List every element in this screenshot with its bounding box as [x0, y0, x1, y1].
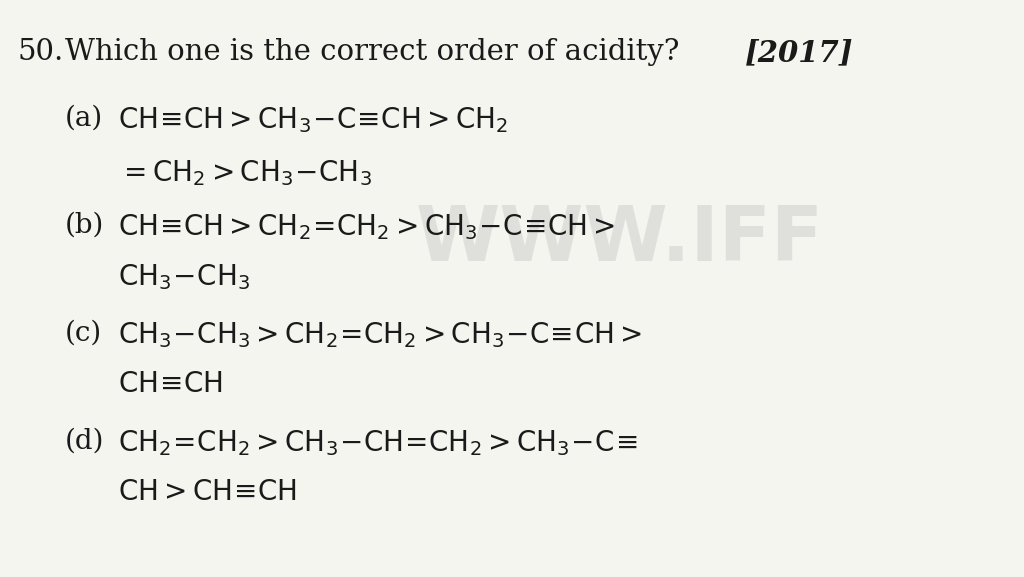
Text: (a): (a) — [65, 105, 103, 132]
Text: $\mathrm{CH\!\equiv\!CH > CH_2\!=\!CH_2 > CH_3\!-\!C\!\equiv\!CH >}$: $\mathrm{CH\!\equiv\!CH > CH_2\!=\!CH_2 … — [118, 212, 615, 242]
Text: [2017]: [2017] — [745, 38, 853, 67]
Text: WWW.IFF: WWW.IFF — [416, 203, 824, 277]
Text: Which one is the correct order of acidity?: Which one is the correct order of acidit… — [65, 38, 679, 66]
Text: $\mathrm{CH\!\equiv\!CH}$: $\mathrm{CH\!\equiv\!CH}$ — [118, 370, 223, 398]
Text: (d): (d) — [65, 428, 104, 455]
Text: 50.: 50. — [18, 38, 65, 66]
Text: $\mathrm{=CH_2 > CH_3\!-\!CH_3}$: $\mathrm{=CH_2 > CH_3\!-\!CH_3}$ — [118, 158, 372, 188]
Text: (c): (c) — [65, 320, 102, 347]
Text: (b): (b) — [65, 212, 104, 239]
Text: $\mathrm{CH > CH\!\equiv\!CH}$: $\mathrm{CH > CH\!\equiv\!CH}$ — [118, 478, 297, 506]
Text: $\mathrm{CH\!\equiv\!CH > CH_3\!-\!C\!\equiv\!CH > CH_2}$: $\mathrm{CH\!\equiv\!CH > CH_3\!-\!C\!\e… — [118, 105, 508, 135]
Text: $\mathrm{CH_3\!-\!CH_3}$: $\mathrm{CH_3\!-\!CH_3}$ — [118, 262, 250, 292]
Text: $\mathrm{CH_2\!=\!CH_2 > CH_3\!-\!CH\!=\!CH_2 > CH_3\!-\!C\!\equiv}$: $\mathrm{CH_2\!=\!CH_2 > CH_3\!-\!CH\!=\… — [118, 428, 638, 458]
Text: $\mathrm{CH_3\!-\!CH_3 > CH_2\!=\!CH_2 > CH_3\!-\!C\!\equiv\!CH >}$: $\mathrm{CH_3\!-\!CH_3 > CH_2\!=\!CH_2 >… — [118, 320, 642, 350]
